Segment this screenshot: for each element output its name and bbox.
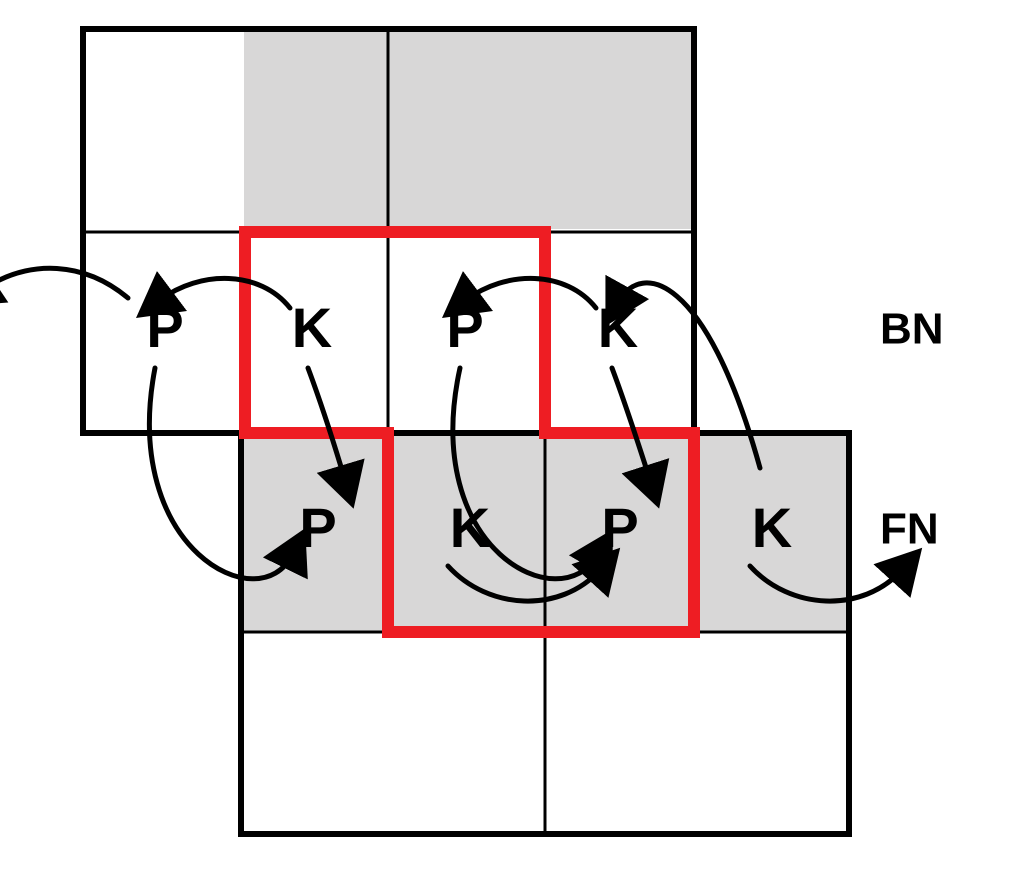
row_fn-cell-0: P <box>299 496 336 559</box>
row_bn-cell-0: P <box>146 296 183 359</box>
row_bn-cell-1: K <box>292 296 332 359</box>
row_fn-cell-2: P <box>601 496 638 559</box>
row_fn-label: FN <box>880 505 939 554</box>
row_bn-cell-2: P <box>446 296 483 359</box>
row_fn-cell-1: K <box>450 496 490 559</box>
row_fn-cell-3: K <box>752 496 792 559</box>
row_bn-cell-3: K <box>598 296 638 359</box>
knitting-diagram: P K P K BN P K P K FN <box>0 0 1024 874</box>
row_bn-label: BN <box>880 305 944 354</box>
